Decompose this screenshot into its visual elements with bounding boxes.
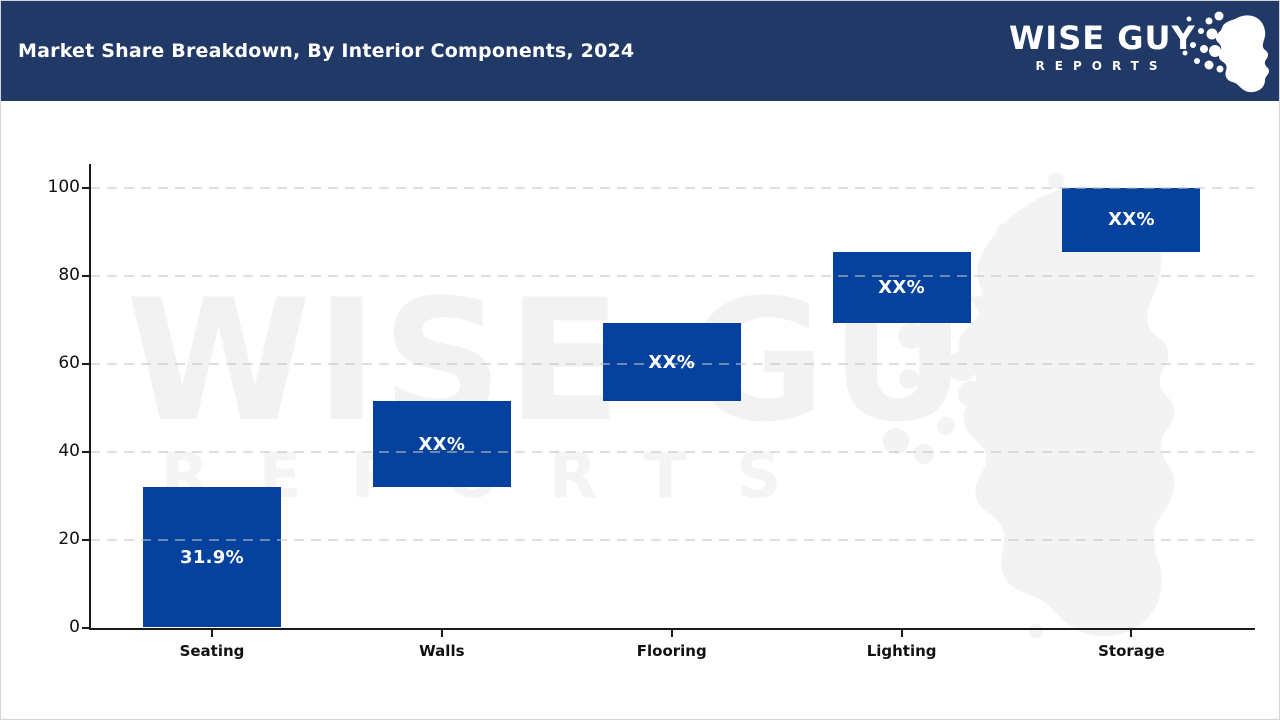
y-tick-20	[82, 538, 89, 541]
gridline-80	[90, 274, 1254, 277]
x-category-label: Seating	[179, 641, 245, 660]
y-tick-60	[82, 362, 89, 365]
header-bar: Market Share Breakdown, By Interior Comp…	[1, 1, 1279, 101]
bar-value-label: 31.9%	[180, 546, 244, 568]
y-tick-0	[82, 626, 89, 629]
x-category-label: Flooring	[636, 641, 707, 660]
y-tick-40	[82, 450, 89, 453]
y-tick-label: 80	[58, 264, 80, 285]
y-tick-label: 100	[47, 176, 80, 197]
y-tick-label: 60	[58, 352, 80, 373]
y-tick-label: 20	[58, 528, 80, 549]
x-tick-lighting	[900, 630, 903, 637]
bar-value-label: XX%	[1108, 209, 1155, 231]
bar-walls	[372, 401, 511, 488]
bar-lighting	[832, 252, 971, 323]
x-category-label: Lighting	[866, 641, 937, 660]
x-axis-line	[89, 627, 1255, 630]
x-tick-flooring	[670, 630, 673, 637]
logo-text: WISE GUY REPORTS	[1009, 19, 1196, 73]
y-tick-100	[82, 186, 89, 189]
x-category-label: Walls	[419, 641, 465, 660]
bar-seating	[143, 487, 281, 628]
wise-guy-reports-logo: WISE GUY REPORTS	[1009, 7, 1271, 97]
y-tick-label: 40	[58, 440, 80, 461]
y-tick-label: 0	[69, 616, 80, 637]
logo-face-icon	[1182, 11, 1269, 93]
page-title: Market Share Breakdown, By Interior Comp…	[18, 40, 635, 62]
gridline-100	[90, 186, 1254, 189]
bar-flooring	[602, 323, 741, 402]
logo-reports-label: REPORTS	[1035, 59, 1168, 73]
gridline-20	[90, 538, 1254, 541]
gridline-40	[90, 450, 1254, 453]
bar-value-label: XX%	[418, 433, 466, 455]
gridline-60	[90, 362, 1254, 365]
x-tick-seating	[211, 630, 213, 637]
bar-value-label: XX%	[648, 351, 696, 373]
bar-value-label: XX%	[878, 277, 925, 299]
logo-wiseguy-label: WISE GUY	[1009, 19, 1196, 57]
x-category-label: Storage	[1098, 641, 1165, 660]
y-tick-80	[82, 274, 89, 277]
y-axis-line	[89, 164, 91, 630]
x-tick-storage	[1130, 630, 1133, 637]
x-tick-walls	[440, 630, 443, 637]
